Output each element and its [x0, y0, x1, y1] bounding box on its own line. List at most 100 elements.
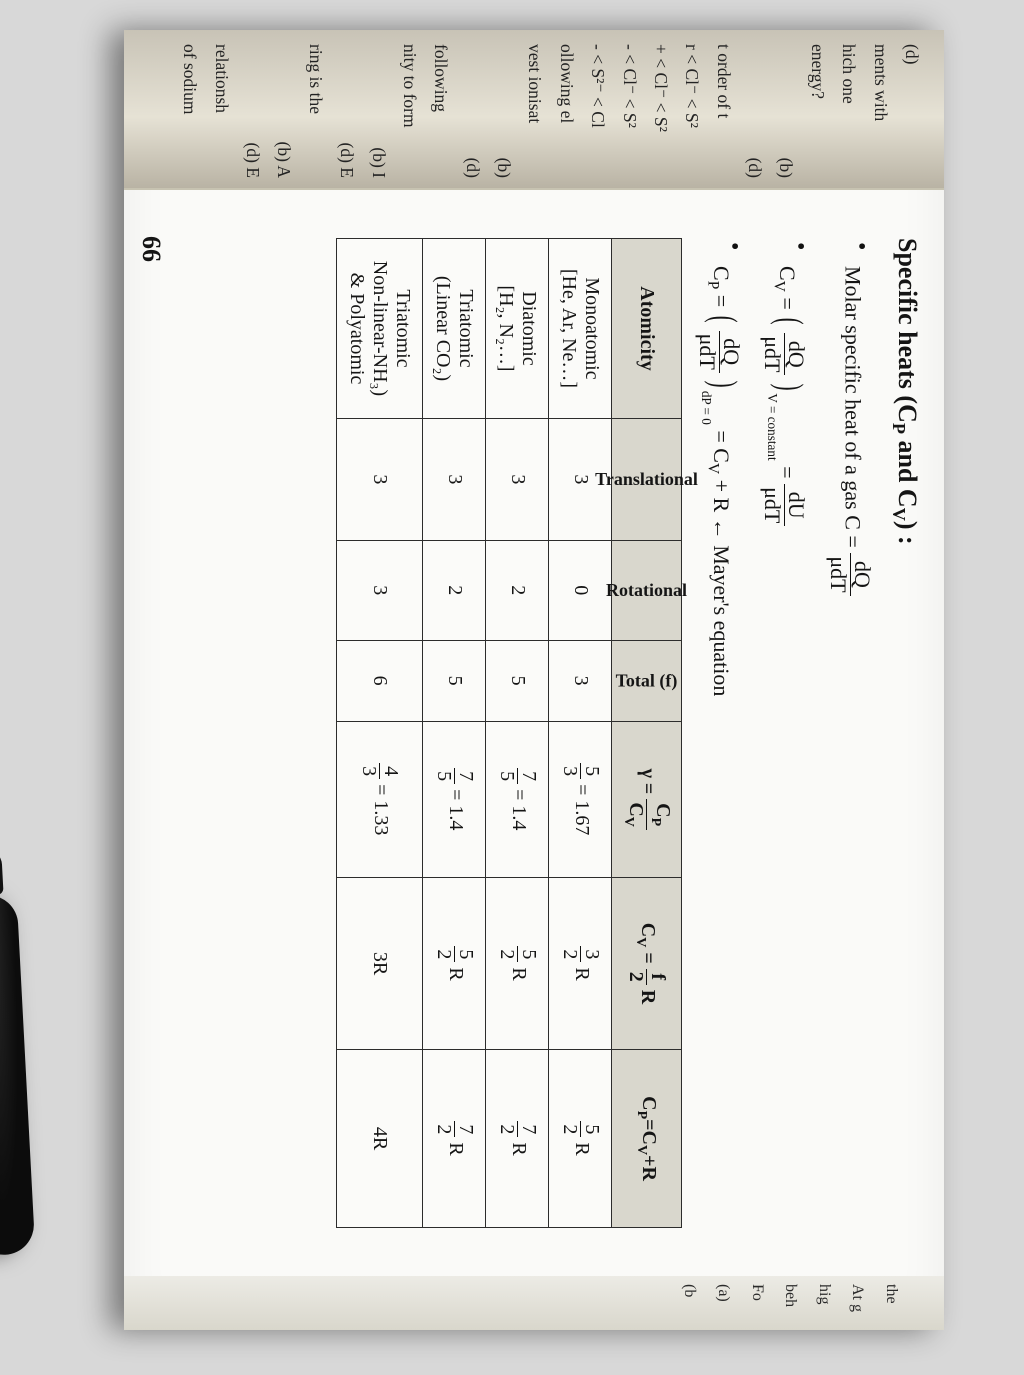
- cell-atomicity: Monoatomic[He, Ar, Ne…]: [549, 239, 612, 419]
- condition-note: dP = 0: [699, 391, 714, 425]
- left-text: nity to form: [397, 44, 422, 178]
- section-heading: Specific heats (CP and CV) :: [888, 238, 922, 1228]
- left-text: hich one: [836, 44, 861, 178]
- col-translational: Translational: [612, 419, 681, 541]
- margin-text: the: [878, 1284, 904, 1324]
- text: C: [775, 266, 800, 281]
- cell-atomicity: Triatomic(Linear CO₂): [423, 239, 486, 419]
- cell-gamma: 75 = 1.4: [423, 721, 486, 877]
- numerator: f: [646, 969, 668, 985]
- sub: P: [705, 281, 722, 290]
- cell-cv: 32 R: [549, 877, 612, 1049]
- heading-text: and C: [893, 434, 922, 508]
- book-spread: (d) ments with hich one energy? (b) (d) …: [124, 30, 944, 1330]
- denominator: 2: [625, 969, 646, 985]
- atomicity-table-wrap: Atomicity Translational Rotational Total…: [336, 238, 681, 1228]
- left-text: ments with: [867, 44, 892, 178]
- margin-text: beh: [778, 1284, 804, 1324]
- right-margin-text: the At g hig beh Fo (a) (b: [669, 1284, 904, 1324]
- pen-prop: [0, 894, 35, 1257]
- numerator: dQ: [850, 553, 874, 595]
- col-cp: CP=CV+R: [612, 1050, 681, 1228]
- col-gamma: γ = CP CV: [612, 721, 681, 877]
- left-text: energy?: [805, 44, 830, 178]
- bullet-cv: CV = ( dQ μdT )V = constant = dU μdT: [761, 266, 813, 1228]
- left-paren: (: [702, 315, 745, 322]
- heading-text: Specific heats (C: [893, 238, 922, 423]
- cell-total: 5: [486, 640, 549, 721]
- heading-sub: V: [889, 508, 909, 521]
- vert-label: Translational: [595, 469, 698, 490]
- sub: V: [705, 463, 722, 474]
- cell-gamma: 75 = 1.4: [486, 721, 549, 877]
- heading-text: ) :: [893, 521, 922, 545]
- fraction: dQ μdT: [827, 553, 874, 595]
- cell-rot: 2: [423, 540, 486, 640]
- cell-rot: 0: [549, 540, 612, 640]
- fraction: dQ μdT: [696, 331, 743, 373]
- table-row: Diatomic[H₂, N₂…]32575 = 1.452 R72 R: [486, 239, 549, 1228]
- table-row: Triatomic(Linear CO₂)32575 = 1.452 R72 R: [423, 239, 486, 1228]
- left-text: (d): [899, 44, 924, 178]
- rotated-page: (d) ments with hich one energy? (b) (d) …: [0, 0, 1024, 1375]
- left-text: (d) E: [240, 44, 265, 178]
- right-paren: ): [702, 381, 745, 388]
- left-text: (d) E: [334, 44, 359, 178]
- fraction: CP CV: [620, 799, 672, 830]
- text: + R ← Mayer's equation: [709, 474, 734, 696]
- cell-total: 3: [549, 640, 612, 721]
- left-page-sliver: (d) ments with hich one energy? (b) (d) …: [124, 30, 944, 190]
- cell-trans: 3: [486, 419, 549, 541]
- atomicity-table: Atomicity Translational Rotational Total…: [336, 238, 681, 1228]
- numerator: dU: [784, 484, 808, 526]
- left-text: (d): [742, 44, 767, 178]
- table-row: Monoatomic[He, Ar, Ne…]30353 = 1.6732 R5…: [549, 239, 612, 1228]
- col-rotational: Rotational: [612, 540, 681, 640]
- denominator: μdT: [827, 553, 850, 595]
- bullet-cp: CP = ( dQ μdT )dP = 0 = CV + R ← Mayer's…: [696, 266, 748, 1228]
- left-text: (b) I: [365, 44, 390, 178]
- fraction: dQ μdT: [761, 333, 808, 375]
- left-text: vest ionisat: [522, 44, 547, 178]
- left-paren: (: [768, 318, 811, 325]
- cell-atomicity: TriatomicNon-linear-NH₃)& Polyatomic: [337, 239, 423, 419]
- cell-total: 6: [337, 640, 423, 721]
- left-text: - < Cl⁻ < S²: [616, 44, 641, 178]
- sub: V: [770, 281, 787, 292]
- left-text: r < Cl⁻ < S²: [679, 44, 704, 178]
- condition-note: V = constant: [765, 393, 780, 460]
- left-text: ring is the: [303, 44, 328, 178]
- left-text: + < Cl⁻ < S²: [648, 44, 673, 178]
- cell-gamma: 43 = 1.33: [337, 721, 423, 877]
- cell-cp: 72 R: [423, 1050, 486, 1228]
- text: = C: [709, 430, 734, 463]
- left-text: ollowing el: [554, 44, 579, 178]
- text: C: [709, 266, 734, 281]
- bullet-list: Molar specific heat of a gas C = dQ μdT …: [696, 238, 874, 1228]
- left-text: t order of t: [710, 44, 735, 178]
- cell-cv: 3R: [337, 877, 423, 1049]
- cell-atomicity: Diatomic[H₂, N₂…]: [486, 239, 549, 419]
- heading-sub: P: [889, 423, 909, 434]
- cell-trans: 3: [423, 419, 486, 541]
- left-text: (b): [773, 44, 798, 178]
- cell-cv: 52 R: [423, 877, 486, 1049]
- left-text: (b) A: [271, 44, 296, 178]
- left-text: relationsh: [208, 44, 233, 178]
- cell-cp: 72 R: [486, 1050, 549, 1228]
- col-atomicity: Atomicity: [612, 239, 681, 419]
- vert-label: Total (f): [615, 670, 677, 691]
- numerator: dQ: [784, 333, 808, 375]
- text: C: [637, 923, 659, 937]
- left-text: (d): [459, 44, 484, 178]
- text: =: [775, 292, 800, 315]
- right-paren: ): [768, 384, 811, 391]
- denominator: μdT: [696, 331, 719, 373]
- page-number: 66: [136, 236, 166, 262]
- cell-rot: 3: [337, 540, 423, 640]
- text: =: [775, 466, 800, 484]
- table-row: TriatomicNon-linear-NH₃)& Polyatomic3364…: [337, 239, 423, 1228]
- cell-cv: 52 R: [486, 877, 549, 1049]
- cell-cp: 52 R: [549, 1050, 612, 1228]
- denominator: CV: [620, 799, 646, 830]
